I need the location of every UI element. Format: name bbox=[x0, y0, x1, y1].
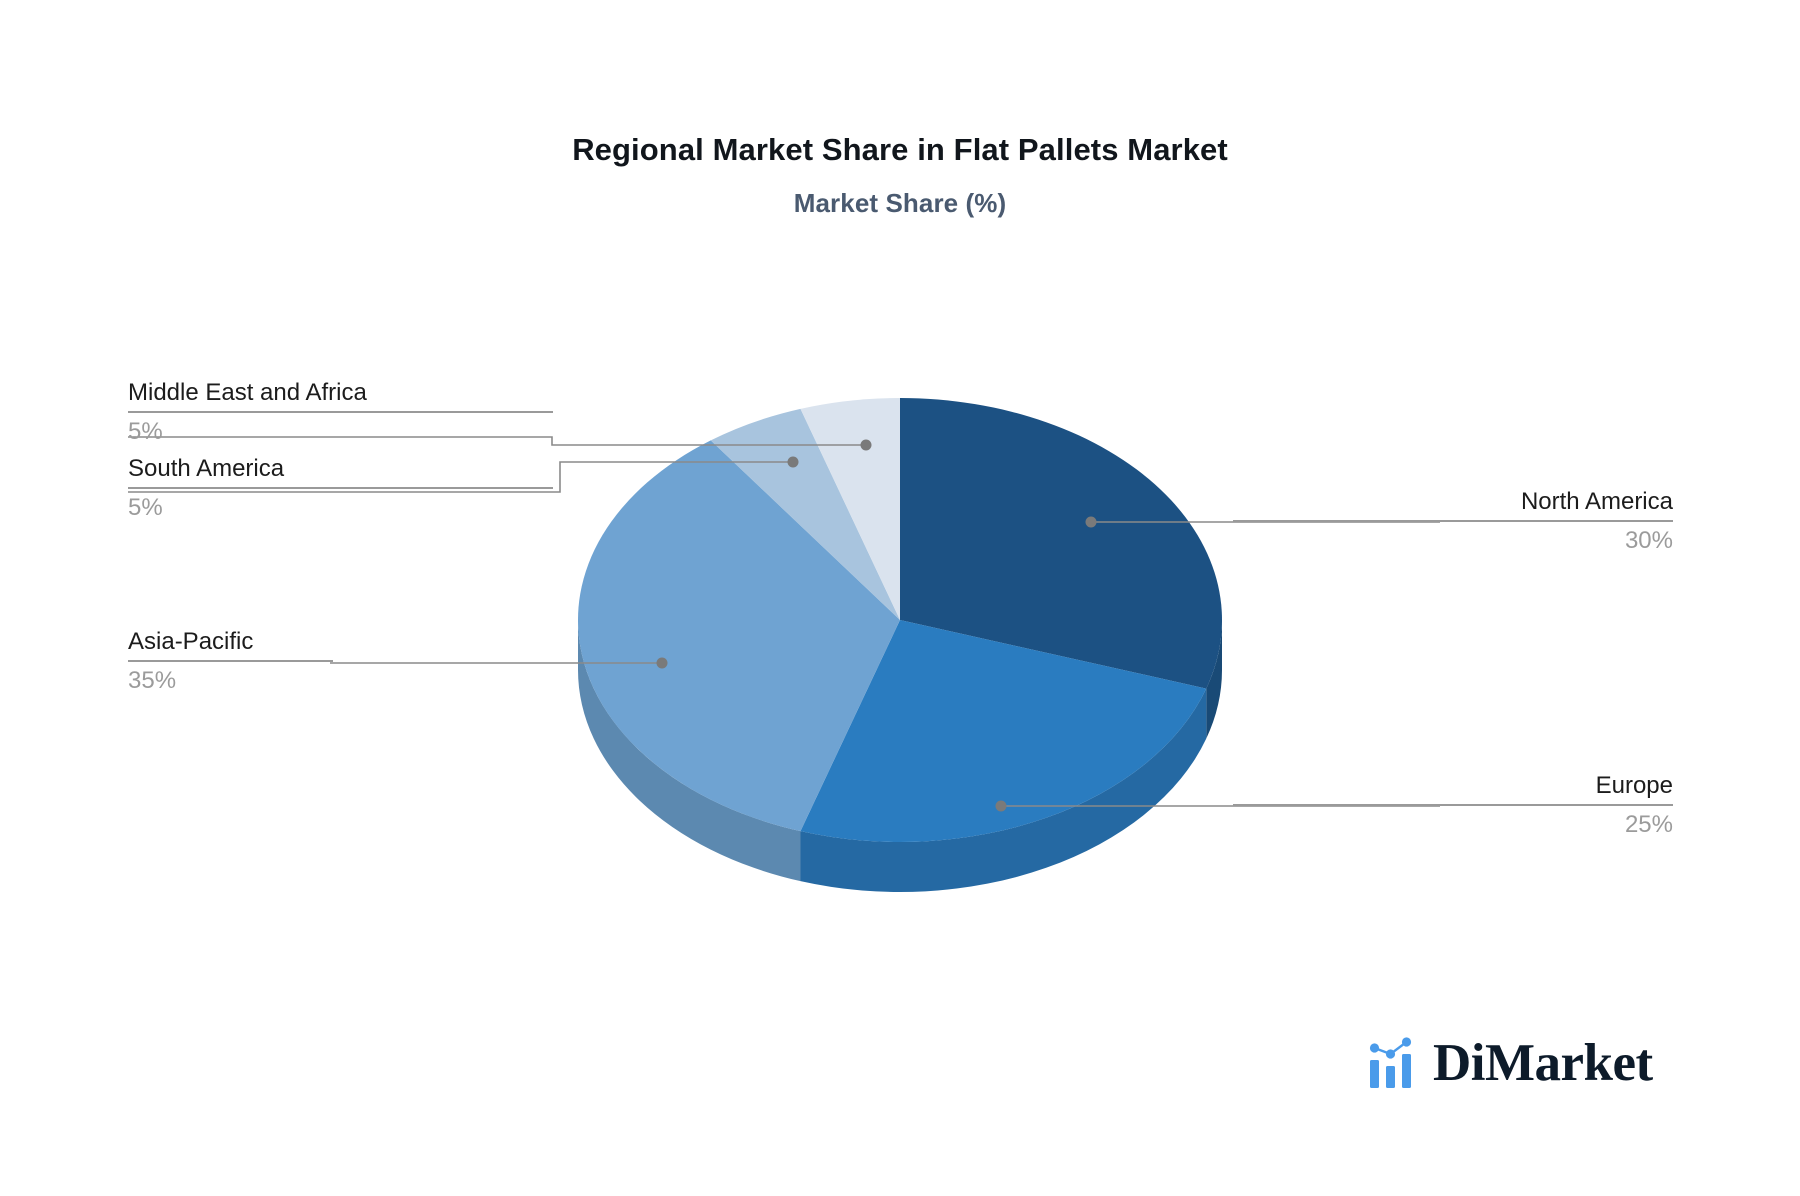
pie-slice-middle-east-and-africa bbox=[800, 398, 900, 620]
callout-value-south-america: 5% bbox=[128, 494, 163, 521]
dot-south-america bbox=[787, 456, 799, 468]
callout-label-middle-east-and-africa: Middle East and Africa bbox=[128, 379, 367, 406]
callout-rule-south-america bbox=[128, 487, 553, 489]
pie-depth bbox=[578, 620, 1222, 892]
callout-value-north-america: 30% bbox=[1624, 527, 1673, 554]
callout-value-middle-east-and-africa: 5% bbox=[128, 418, 163, 445]
bar-chart-icon bbox=[1369, 1037, 1412, 1088]
callout-rule-europe bbox=[1233, 804, 1673, 806]
callout-label-europe: Europe bbox=[1595, 772, 1673, 799]
callout-value-europe: 25% bbox=[1624, 811, 1673, 838]
pie-side-north-america bbox=[1206, 620, 1222, 739]
callout-rule-north-america bbox=[1233, 520, 1673, 522]
logo-wordmark: DiMarket bbox=[1433, 1033, 1653, 1092]
pie-slice-south-america bbox=[710, 408, 900, 620]
dot-asia-pacific bbox=[656, 657, 668, 669]
pie-top-face bbox=[578, 398, 1223, 842]
dot-north-america bbox=[1085, 516, 1097, 528]
callout-middle-east-and-africa: Middle East and Africa 5% bbox=[128, 378, 553, 447]
callout-label-asia-pacific: Asia-Pacific bbox=[128, 628, 254, 655]
callout-europe: Europe 25% bbox=[1233, 771, 1673, 840]
dot-middle-east-and-africa bbox=[860, 439, 872, 451]
callout-rule-asia-pacific bbox=[128, 660, 333, 662]
pie-slice-asia-pacific bbox=[578, 440, 900, 832]
callout-south-america: South America 5% bbox=[128, 454, 553, 523]
pie-slice-europe bbox=[800, 620, 1207, 842]
chart-title: Regional Market Share in Flat Pallets Ma… bbox=[572, 132, 1228, 167]
callout-value-asia-pacific: 35% bbox=[128, 667, 177, 694]
dimarket-logo: DiMarket bbox=[1367, 1036, 1653, 1090]
dot-europe bbox=[995, 800, 1007, 812]
chart-subtitle: Market Share (%) bbox=[793, 188, 1007, 218]
callout-label-north-america: North America bbox=[1520, 488, 1673, 515]
pie-side-europe bbox=[800, 688, 1207, 892]
callout-asia-pacific: Asia-Pacific 35% bbox=[128, 627, 333, 696]
pie-side-asia-pacific bbox=[578, 620, 801, 882]
callout-label-south-america: South America bbox=[128, 455, 285, 482]
callout-north-america: North America 30% bbox=[1233, 487, 1673, 556]
pie-leader-dots bbox=[656, 439, 1097, 812]
pie-slice-north-america bbox=[900, 398, 1223, 689]
callout-rule-middle-east-and-africa bbox=[128, 411, 553, 413]
